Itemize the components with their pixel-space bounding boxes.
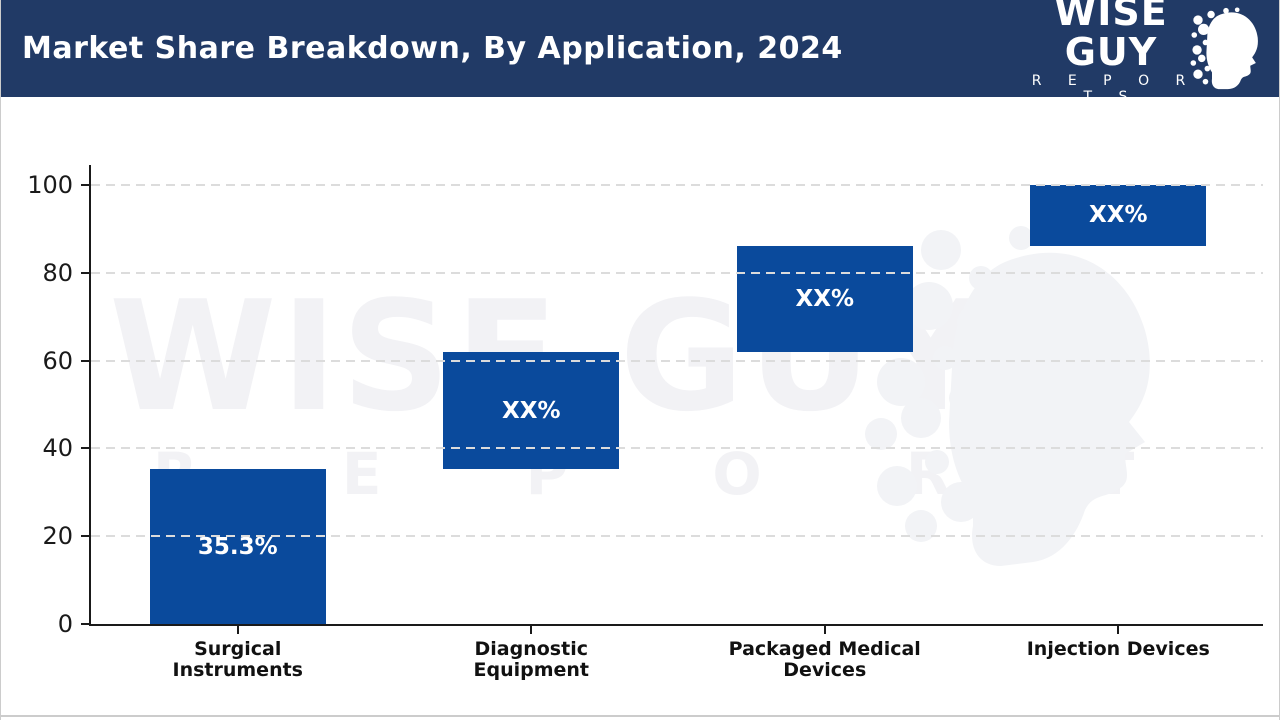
x-tick-mark <box>823 626 826 634</box>
logo-head-icon <box>1190 7 1258 90</box>
x-tick-mark <box>236 626 239 634</box>
header-bar: Market Share Breakdown, By Application, … <box>1 0 1279 105</box>
bar-value-label: 35.3% <box>197 533 278 560</box>
gridline <box>91 271 1263 274</box>
bar-segment: XX% <box>736 246 913 353</box>
bar-value-label: XX% <box>795 286 854 313</box>
x-tick-mark <box>530 626 533 634</box>
gridline <box>91 447 1263 450</box>
category-label: Injection Devices <box>1026 638 1210 660</box>
gridline <box>91 183 1263 186</box>
bar-segment: XX% <box>443 352 620 470</box>
gridline <box>91 359 1263 362</box>
bottom-divider <box>1 715 1279 717</box>
y-tick-label: 0 <box>57 610 73 638</box>
category-label: Diagnostic Equipment <box>473 638 589 681</box>
y-tick-mark <box>81 183 89 186</box>
y-tick-mark <box>81 623 89 625</box>
bar-segment: XX% <box>1030 184 1207 246</box>
plot-area: 0 20 40 60 80 100 35.3% Surgical Instruments XX% D… <box>27 165 1263 681</box>
category-label: Surgical Instruments <box>172 638 304 681</box>
logo-text: WISE GUY R E P O R T S <box>1015 0 1207 105</box>
y-tick-mark <box>81 535 89 538</box>
y-tick-label: 20 <box>42 522 73 551</box>
y-tick-label: 100 <box>27 170 73 199</box>
gridline <box>91 535 1263 538</box>
y-tick-mark <box>81 359 89 362</box>
bar-segment: 35.3% <box>149 469 326 624</box>
y-tick-mark <box>81 447 89 450</box>
x-tick-mark <box>1117 626 1120 634</box>
page-title: Market Share Breakdown, By Application, … <box>22 31 843 66</box>
bar-value-label: XX% <box>501 397 561 424</box>
category-label: Packaged Medical Devices <box>728 638 921 681</box>
y-tick-label: 80 <box>42 258 73 287</box>
y-tick-label: 40 <box>42 434 73 463</box>
y-tick-label: 60 <box>42 346 73 375</box>
logo-wordmark: WISE GUY <box>1054 0 1168 74</box>
wise-guy-logo: WISE GUY R E P O R T S <box>1015 0 1265 105</box>
y-tick-mark <box>81 271 89 274</box>
logo-subtitle: R E P O R T S <box>1031 73 1197 106</box>
bar-value-label: XX% <box>1088 202 1148 229</box>
